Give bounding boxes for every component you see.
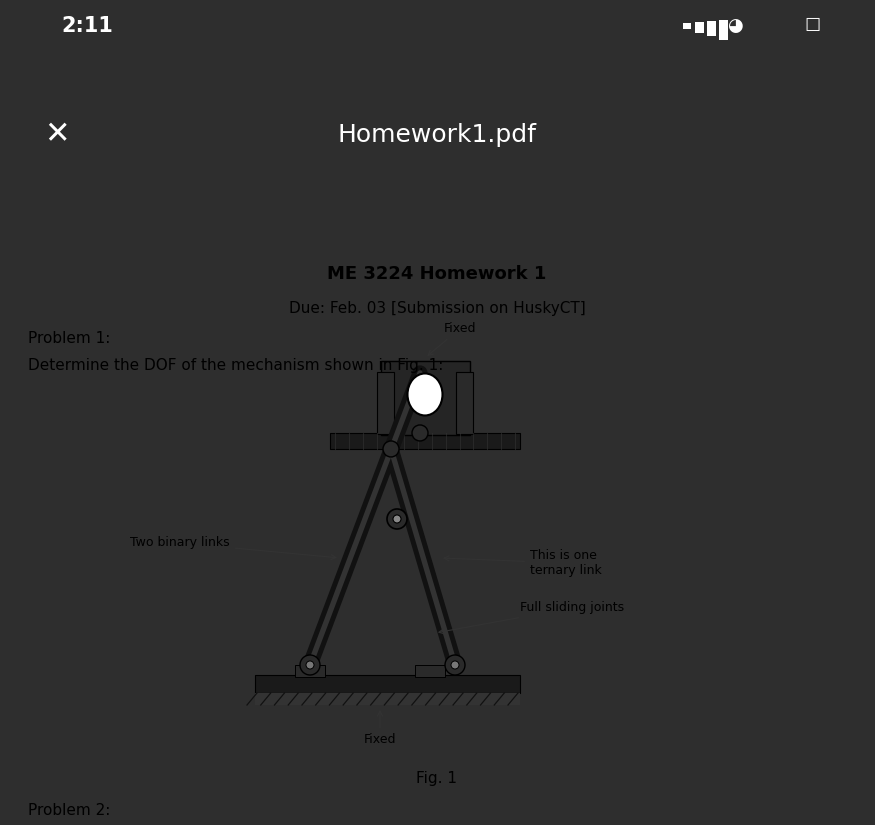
- FancyBboxPatch shape: [377, 372, 394, 434]
- FancyBboxPatch shape: [456, 372, 473, 434]
- Circle shape: [451, 661, 459, 669]
- Text: Fixed: Fixed: [364, 711, 396, 746]
- Bar: [415, 665, 445, 677]
- Bar: [330, 433, 520, 449]
- Text: Full sliding joints: Full sliding joints: [439, 601, 624, 634]
- Text: Fixed: Fixed: [428, 322, 476, 356]
- Bar: [695, 21, 704, 32]
- Circle shape: [412, 425, 428, 441]
- Text: Due: Feb. 03 [Submission on HuskyCT]: Due: Feb. 03 [Submission on HuskyCT]: [289, 301, 585, 316]
- FancyBboxPatch shape: [381, 361, 470, 435]
- Bar: [719, 20, 728, 40]
- Circle shape: [306, 661, 314, 669]
- Text: Problem 1:: Problem 1:: [28, 331, 110, 346]
- Text: ✕: ✕: [44, 120, 70, 149]
- Bar: [255, 693, 520, 705]
- Bar: [707, 21, 716, 36]
- Text: ME 3224 Homework 1: ME 3224 Homework 1: [327, 265, 547, 283]
- Circle shape: [445, 655, 465, 675]
- Bar: [295, 665, 325, 677]
- Circle shape: [300, 655, 320, 675]
- Bar: [255, 675, 520, 693]
- Text: Fig. 1: Fig. 1: [416, 771, 458, 786]
- Text: Two binary links: Two binary links: [130, 536, 336, 559]
- Text: Determine the DOF of the mechanism shown in Fig. 1:: Determine the DOF of the mechanism shown…: [28, 358, 444, 373]
- Circle shape: [393, 515, 401, 523]
- Text: ☐: ☐: [804, 17, 820, 35]
- Circle shape: [383, 441, 399, 457]
- Text: This is one
ternary link: This is one ternary link: [444, 549, 602, 577]
- Text: Homework1.pdf: Homework1.pdf: [338, 123, 537, 147]
- Text: ◕: ◕: [727, 17, 743, 35]
- Ellipse shape: [408, 374, 443, 416]
- Text: Problem 2:: Problem 2:: [28, 803, 110, 818]
- Circle shape: [387, 509, 407, 529]
- Bar: [682, 23, 691, 29]
- Text: 2:11: 2:11: [61, 16, 113, 36]
